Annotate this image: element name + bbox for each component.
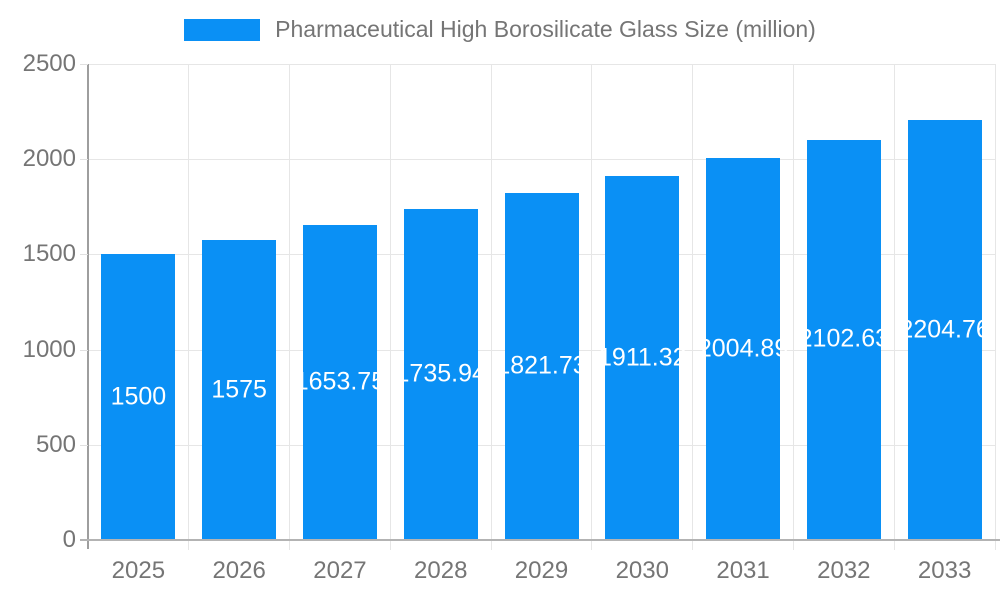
legend-item[interactable]: Pharmaceutical High Borosilicate Glass S…: [184, 16, 816, 43]
y-axis-line: [87, 64, 89, 549]
gridline-vertical: [994, 64, 996, 550]
bar-2026[interactable]: [202, 240, 277, 539]
gridline-vertical: [692, 64, 694, 550]
gridline-vertical: [792, 64, 794, 550]
x-tick-label-2027: 2027: [313, 557, 367, 584]
y-axis-tick: [80, 254, 88, 256]
bar-value-label: 1653.75: [294, 367, 386, 396]
x-tick-label-2031: 2031: [716, 557, 770, 584]
x-tick-label-2030: 2030: [615, 557, 669, 584]
y-axis-tick: [80, 159, 88, 161]
bar-2031[interactable]: [706, 158, 781, 539]
gridline-vertical: [490, 64, 492, 550]
gridline-vertical: [289, 64, 291, 550]
bar-value-label: 2004.89: [697, 334, 789, 363]
y-tick-label-500: 500: [35, 430, 76, 458]
bar-2032[interactable]: [806, 139, 881, 539]
bar-2027[interactable]: [302, 225, 377, 539]
y-axis-tick: [80, 349, 88, 351]
bar-value-label: 1821.73: [496, 351, 587, 380]
bar-value-label: 1500: [110, 382, 167, 411]
gridline-horizontal: [88, 159, 995, 161]
y-tick-label-2500: 2500: [22, 50, 76, 77]
bar-value-label: 1575: [211, 375, 267, 404]
bar-value-label: 2102.63: [798, 324, 890, 353]
y-tick-label-2000: 2000: [22, 145, 76, 173]
x-tick-label-2029: 2029: [514, 557, 569, 584]
bar-value-label: 1735.94: [395, 359, 486, 388]
y-axis-tick: [80, 444, 88, 446]
bar-2033[interactable]: [907, 120, 982, 539]
y-tick-label-1000: 1000: [22, 335, 76, 363]
gridline-horizontal: [88, 64, 995, 65]
x-tick-label-2032: 2032: [817, 557, 871, 584]
y-tick-label-1500: 1500: [22, 240, 76, 268]
y-tick-label-0: 0: [62, 526, 76, 553]
x-axis-line: [80, 539, 1000, 541]
x-tick-label-2033: 2033: [917, 557, 972, 584]
plot-area: 1500 1575 1653.75 1735.94 1821.73 1911.32 2004…: [88, 64, 996, 550]
legend-label: Pharmaceutical High Borosilicate Glass S…: [275, 16, 816, 42]
gridline-vertical: [591, 64, 593, 550]
x-tick-label-2025: 2025: [111, 557, 166, 584]
bar-2030[interactable]: [605, 176, 680, 539]
x-tick-label-2026: 2026: [212, 557, 266, 584]
bar-2025[interactable]: [101, 254, 176, 539]
gridline-vertical: [893, 64, 895, 550]
x-tick-label-2028: 2028: [414, 557, 468, 584]
bar-value-label: 2204.76: [899, 315, 990, 344]
gridline-vertical: [389, 64, 391, 550]
gridline-vertical: [188, 64, 190, 550]
bar-2028[interactable]: [403, 209, 478, 539]
legend-swatch: [184, 18, 261, 41]
legend: Pharmaceutical High Borosilicate Glass S…: [0, 16, 1000, 43]
y-axis-tick: [80, 64, 88, 65]
bar-value-label: 1911.32: [598, 343, 687, 372]
bar-2029[interactable]: [504, 193, 579, 539]
